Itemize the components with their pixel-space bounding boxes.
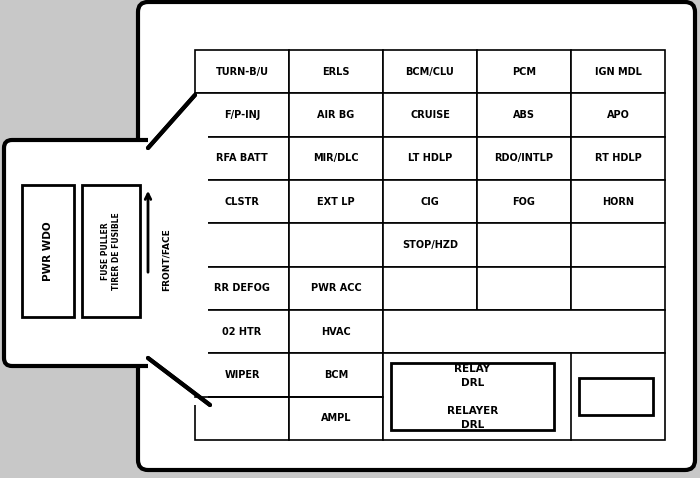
Bar: [571, 180, 665, 223]
Bar: [22, 185, 74, 317]
Bar: [383, 353, 665, 440]
Bar: [289, 310, 383, 353]
Bar: [477, 50, 571, 93]
Bar: [383, 310, 665, 353]
Text: CLSTR: CLSTR: [225, 196, 260, 206]
Text: RELAY
DRL

RELAYER
DRL: RELAY DRL RELAYER DRL: [447, 364, 498, 430]
Bar: [571, 50, 665, 93]
Bar: [195, 50, 289, 93]
Text: CRUISE: CRUISE: [410, 110, 450, 120]
Bar: [571, 223, 665, 267]
Text: RFA BATT: RFA BATT: [216, 153, 268, 163]
Bar: [195, 180, 289, 223]
Bar: [477, 267, 571, 310]
FancyBboxPatch shape: [138, 2, 695, 470]
Bar: [289, 267, 383, 310]
Bar: [571, 93, 665, 137]
Text: PWR ACC: PWR ACC: [311, 283, 361, 293]
Text: PWR WDO: PWR WDO: [43, 221, 53, 281]
Text: PCM: PCM: [512, 66, 536, 76]
Text: ERLS: ERLS: [322, 66, 350, 76]
FancyBboxPatch shape: [4, 140, 168, 366]
Bar: [383, 50, 477, 93]
Text: HVAC: HVAC: [321, 326, 351, 337]
Bar: [289, 397, 383, 440]
Text: 02 HTR: 02 HTR: [223, 326, 262, 337]
Bar: [148, 148, 168, 358]
Bar: [383, 223, 477, 267]
Bar: [383, 137, 477, 180]
Bar: [195, 137, 289, 180]
Bar: [289, 180, 383, 223]
Bar: [391, 363, 554, 430]
Text: FUSE PULLER
TIRER DE FUSIBLE: FUSE PULLER TIRER DE FUSIBLE: [101, 212, 121, 290]
Bar: [289, 50, 383, 93]
Bar: [477, 223, 571, 267]
Text: BCM: BCM: [324, 370, 348, 380]
Text: BCM/CLU: BCM/CLU: [405, 66, 454, 76]
Bar: [383, 267, 477, 310]
Bar: [195, 267, 289, 310]
Text: HORN: HORN: [602, 196, 634, 206]
Bar: [571, 137, 665, 180]
Text: F/P-INJ: F/P-INJ: [224, 110, 260, 120]
Text: ABS: ABS: [513, 110, 535, 120]
Text: RT HDLP: RT HDLP: [594, 153, 641, 163]
Bar: [579, 378, 653, 415]
Bar: [383, 180, 477, 223]
Text: LT HDLP: LT HDLP: [408, 153, 452, 163]
Text: TURN-B/U: TURN-B/U: [216, 66, 269, 76]
Bar: [477, 180, 571, 223]
Bar: [289, 353, 383, 397]
Bar: [195, 353, 289, 397]
Bar: [289, 223, 383, 267]
Bar: [195, 310, 289, 353]
Bar: [82, 185, 140, 317]
Bar: [477, 137, 571, 180]
Text: WIPER: WIPER: [224, 370, 260, 380]
Bar: [571, 267, 665, 310]
Bar: [289, 93, 383, 137]
Text: AIR BG: AIR BG: [317, 110, 355, 120]
Text: AMPL: AMPL: [321, 413, 351, 424]
Text: RDO/INTLP: RDO/INTLP: [494, 153, 554, 163]
Bar: [477, 93, 571, 137]
Text: APO: APO: [607, 110, 629, 120]
Bar: [195, 93, 289, 137]
Text: MIR/DLC: MIR/DLC: [313, 153, 359, 163]
Text: RR DEFOG: RR DEFOG: [214, 283, 270, 293]
Text: EXT LP: EXT LP: [317, 196, 355, 206]
Bar: [195, 223, 289, 267]
Bar: [148, 95, 208, 405]
Text: STOP/HZD: STOP/HZD: [402, 240, 458, 250]
Bar: [383, 93, 477, 137]
Text: FOG: FOG: [512, 196, 536, 206]
Text: IGN MDL: IGN MDL: [594, 66, 641, 76]
Text: CIG: CIG: [421, 196, 440, 206]
Bar: [195, 397, 289, 440]
Bar: [289, 137, 383, 180]
Text: FRONT/FACE: FRONT/FACE: [162, 228, 171, 292]
